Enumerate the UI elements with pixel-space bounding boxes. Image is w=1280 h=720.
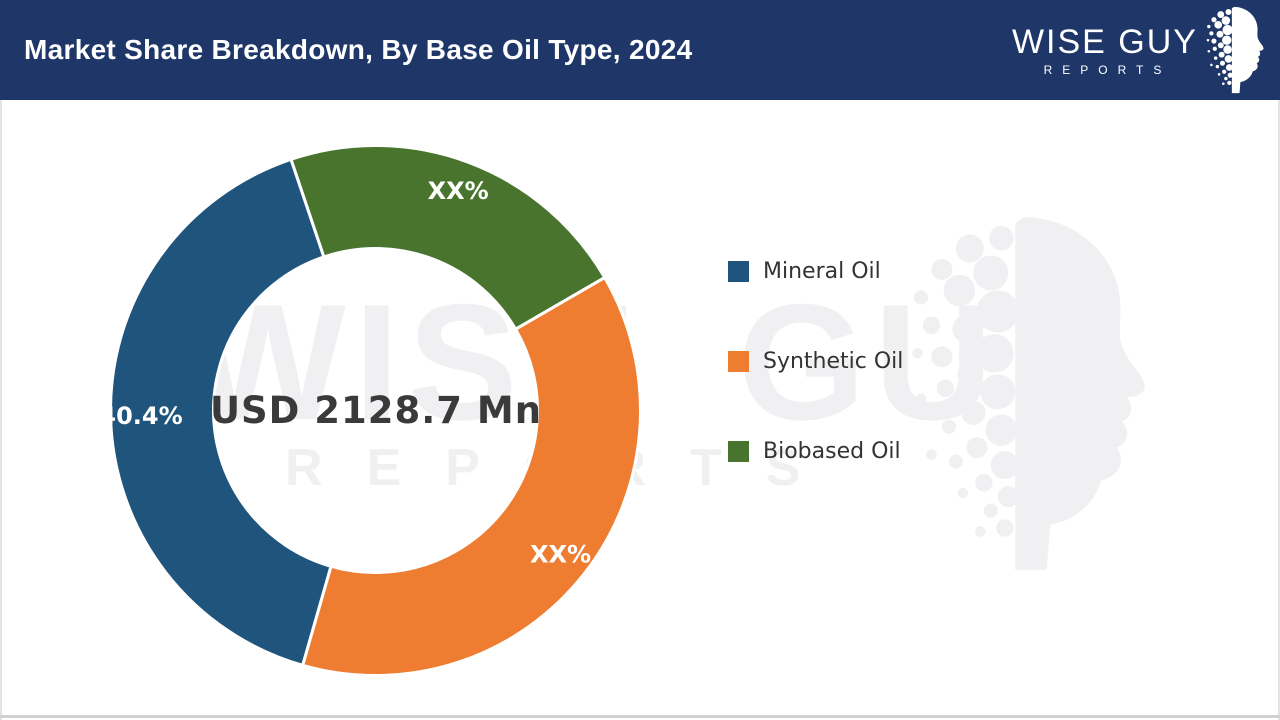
- brand-subtitle: REPORTS: [1043, 62, 1172, 77]
- brand-head-icon: [1206, 6, 1264, 94]
- brand-name: WISE GUY: [1011, 22, 1198, 61]
- slice-label-synthetic-oil: XX%: [530, 541, 591, 569]
- brand-logo-text: WISE GUY REPORTS: [1012, 25, 1198, 76]
- header-bar: Market Share Breakdown, By Base Oil Type…: [0, 0, 1280, 100]
- legend-swatch-biobased-oil: [728, 440, 749, 462]
- legend-item-biobased-oil[interactable]: Biobased Oil: [728, 428, 903, 474]
- slice-label-mineral-oil: 40.4%: [107, 402, 183, 430]
- chart-legend: Mineral Oil Synthetic Oil Biobased Oil: [728, 248, 903, 474]
- donut-slice-biobased-oil[interactable]: [289, 144, 607, 331]
- legend-swatch-mineral-oil: [728, 260, 749, 282]
- legend-label: Mineral Oil: [763, 258, 881, 284]
- donut-slice-synthetic-oil[interactable]: [301, 276, 642, 677]
- legend-label: Biobased Oil: [763, 438, 901, 464]
- legend-item-synthetic-oil[interactable]: Synthetic Oil: [728, 338, 903, 384]
- chart-center-value: USD 2128.7 Mn: [209, 389, 543, 432]
- page-title: Market Share Breakdown, By Base Oil Type…: [24, 34, 693, 65]
- legend-swatch-synthetic-oil: [728, 350, 749, 372]
- slice-label-biobased-oil: XX%: [428, 177, 489, 205]
- donut-slice-mineral-oil[interactable]: [109, 157, 333, 667]
- legend-item-mineral-oil[interactable]: Mineral Oil: [728, 248, 903, 294]
- footer-divider: [0, 715, 1280, 718]
- legend-label: Synthetic Oil: [763, 348, 904, 374]
- donut-chart: XX% XX% 40.4%: [107, 144, 642, 677]
- watermark-head-icon: [912, 217, 1145, 570]
- brand-logo: WISE GUY REPORTS: [1012, 5, 1266, 95]
